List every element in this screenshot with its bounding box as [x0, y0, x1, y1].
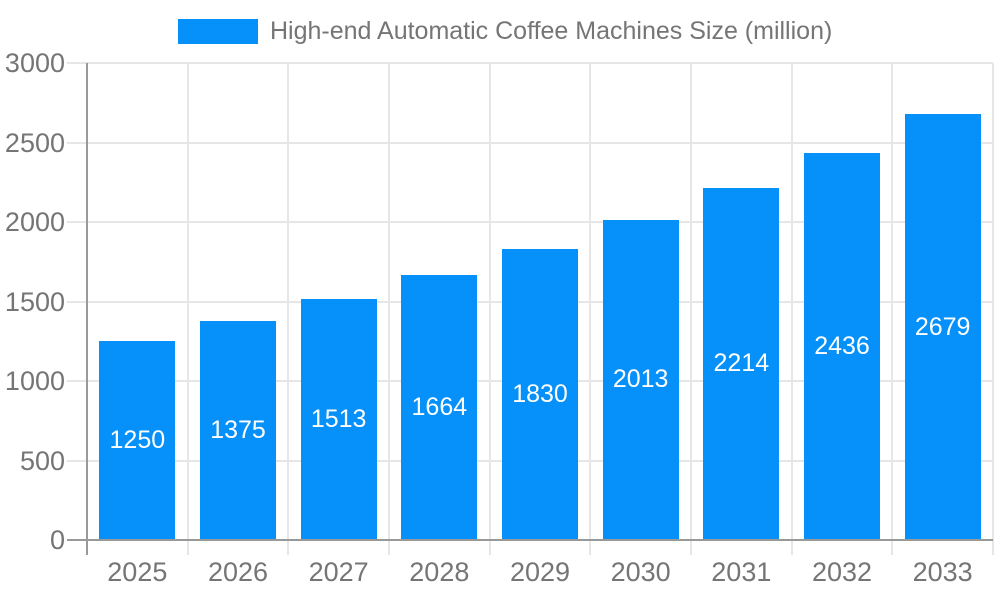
y-axis-line [86, 63, 88, 555]
bar: 2679 [904, 114, 981, 540]
y-tick-label: 3000 [4, 48, 65, 78]
bar: 2013 [602, 219, 679, 540]
x-tick-label: 2029 [509, 557, 571, 587]
bar-value-label: 1375 [210, 416, 266, 445]
gridline-vertical [690, 63, 692, 555]
bar: 1664 [401, 275, 478, 540]
y-tick-label: 500 [19, 445, 65, 476]
x-tick-label: 2025 [107, 557, 168, 587]
y-tick-label: 1500 [4, 286, 65, 317]
gridline-vertical [488, 63, 491, 555]
bar: 1375 [200, 321, 276, 540]
gridline-vertical [992, 63, 994, 555]
bar: 1250 [99, 341, 176, 540]
bar: 2436 [804, 152, 880, 540]
legend-swatch-icon [178, 19, 258, 44]
x-tick-label: 2031 [711, 557, 772, 587]
gridline-horizontal [67, 62, 993, 64]
y-tick-label: 1000 [4, 366, 65, 396]
gridline-horizontal [67, 221, 993, 223]
x-tick-label: 2028 [409, 557, 470, 587]
x-tick-label: 2032 [811, 557, 873, 587]
y-tick-label: 0 [49, 525, 65, 555]
bar: 1830 [502, 249, 578, 540]
x-tick-label: 2033 [912, 557, 973, 587]
gridline-vertical [790, 63, 793, 555]
gridline-vertical [388, 63, 390, 555]
y-tick-label: 2000 [4, 207, 65, 237]
y-tick-label: 2500 [4, 127, 65, 158]
bar-value-label: 2214 [713, 349, 770, 378]
gridline-vertical [589, 63, 592, 555]
bar-value-label: 1250 [109, 426, 166, 455]
gridline-horizontal [67, 141, 993, 144]
bar-value-label: 2679 [914, 312, 971, 341]
bar: 2214 [703, 187, 780, 540]
x-tick-label: 2030 [610, 557, 671, 587]
bar-value-label: 2013 [612, 365, 669, 394]
bar-value-label: 1513 [310, 405, 367, 434]
x-tick-label: 2026 [207, 557, 269, 587]
bar-value-label: 2436 [814, 331, 870, 360]
gridline-vertical [287, 63, 290, 555]
x-tick-label: 2027 [308, 557, 369, 587]
x-axis-line [67, 539, 993, 541]
gridline-vertical [891, 63, 894, 555]
bar-value-label: 1830 [512, 380, 568, 408]
gridline-vertical [186, 63, 189, 555]
legend-label: High-end Automatic Coffee Machines Size … [270, 17, 833, 45]
bar: 1513 [300, 299, 377, 540]
bar-value-label: 1664 [411, 393, 468, 422]
